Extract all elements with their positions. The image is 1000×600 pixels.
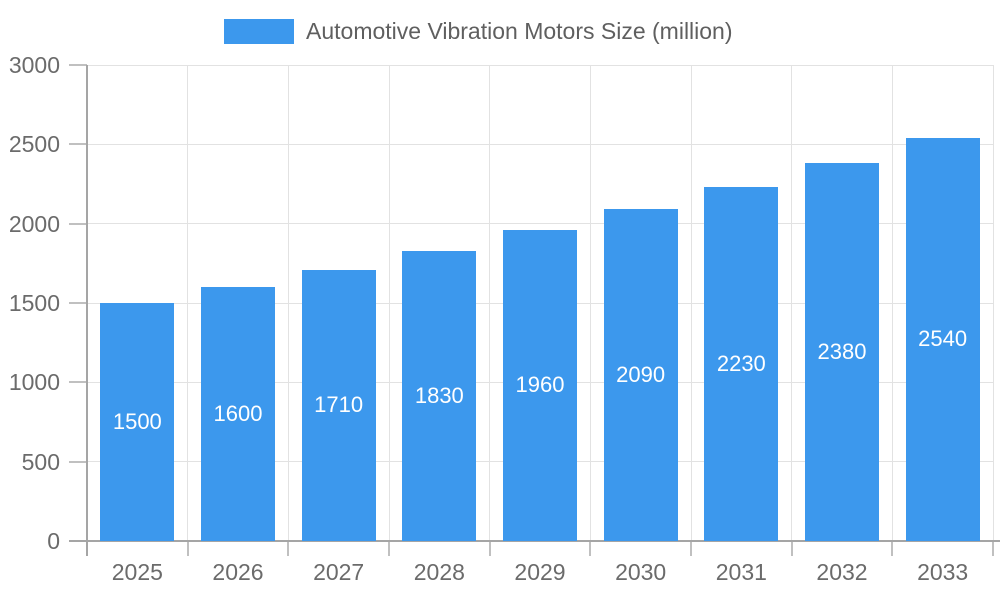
x-axis-tick bbox=[891, 541, 894, 556]
x-axis-tick bbox=[287, 541, 290, 556]
x-axis-label-2030: 2030 bbox=[615, 559, 667, 585]
gridline-vertical bbox=[187, 65, 189, 541]
y-axis-label: 2000 bbox=[8, 210, 60, 237]
bar-value-label: 2230 bbox=[716, 351, 766, 377]
y-axis-tick bbox=[69, 143, 87, 146]
bar-2028[interactable]: 1830 bbox=[402, 250, 477, 541]
bar-value-label: 2540 bbox=[918, 326, 968, 352]
gridline-vertical bbox=[891, 65, 893, 541]
bar-value-label: 2090 bbox=[616, 362, 666, 388]
bar-value-label: 2380 bbox=[817, 339, 867, 365]
gridline-vertical bbox=[992, 65, 994, 541]
x-axis-tick bbox=[589, 541, 592, 556]
bar-2025[interactable]: 1500 bbox=[100, 303, 175, 541]
x-axis-tick bbox=[388, 541, 390, 556]
y-axis-tick bbox=[69, 302, 87, 304]
bar-2026[interactable]: 1600 bbox=[201, 287, 275, 541]
x-axis-tick bbox=[186, 541, 189, 556]
y-axis-label: 3000 bbox=[8, 52, 60, 78]
bar-value-label: 1600 bbox=[213, 401, 263, 427]
x-axis-line bbox=[69, 540, 1000, 542]
gridline-horizontal bbox=[87, 64, 993, 66]
bar-2027[interactable]: 1710 bbox=[301, 269, 376, 541]
x-axis-label-2028: 2028 bbox=[413, 559, 465, 585]
x-axis-label-2033: 2033 bbox=[917, 559, 969, 585]
bar-2031[interactable]: 2230 bbox=[704, 187, 779, 541]
x-axis-label-2029: 2029 bbox=[514, 559, 566, 585]
gridline-vertical bbox=[489, 65, 491, 541]
y-axis-label: 1500 bbox=[8, 290, 60, 316]
legend[interactable]: Automotive Vibration Motors Size (millio… bbox=[224, 18, 733, 44]
y-axis-label: 0 bbox=[47, 528, 60, 554]
gridline-vertical bbox=[388, 65, 390, 541]
gridline-vertical bbox=[791, 65, 793, 541]
x-axis-label-2026: 2026 bbox=[212, 559, 264, 585]
x-axis-tick bbox=[488, 541, 491, 556]
bar-2029[interactable]: 1960 bbox=[503, 230, 577, 541]
gridline-vertical bbox=[287, 65, 289, 541]
bar-value-label: 1710 bbox=[314, 392, 364, 418]
gridline-horizontal bbox=[87, 143, 993, 145]
x-axis-label-2031: 2031 bbox=[715, 559, 767, 585]
x-axis-label-2032: 2032 bbox=[816, 559, 868, 585]
gridline-vertical bbox=[690, 65, 692, 541]
y-axis-label: 500 bbox=[21, 448, 60, 475]
legend-label: Automotive Vibration Motors Size (millio… bbox=[306, 18, 733, 44]
bar-2033[interactable]: 2540 bbox=[905, 137, 980, 541]
x-axis-tick bbox=[992, 541, 994, 556]
y-axis-label: 2500 bbox=[8, 131, 60, 158]
y-axis-line bbox=[86, 65, 88, 556]
bar-2032[interactable]: 2380 bbox=[805, 163, 879, 541]
gridline-vertical bbox=[589, 65, 591, 541]
y-axis-label: 1000 bbox=[8, 369, 60, 396]
x-axis-tick bbox=[690, 541, 692, 556]
y-axis-tick bbox=[69, 460, 87, 463]
y-axis-tick bbox=[69, 64, 87, 66]
x-axis-tick bbox=[790, 541, 793, 556]
bar-value-label: 1830 bbox=[414, 382, 464, 408]
gridline-horizontal bbox=[87, 223, 993, 225]
y-axis-tick bbox=[69, 381, 87, 384]
legend-swatch bbox=[224, 19, 294, 44]
y-axis-tick bbox=[69, 222, 87, 225]
bar-2030[interactable]: 2090 bbox=[603, 209, 678, 541]
bar-value-label: 1960 bbox=[515, 372, 565, 398]
x-axis-label-2025: 2025 bbox=[111, 559, 163, 585]
x-axis-label-2027: 2027 bbox=[313, 559, 365, 585]
bar-value-label: 1500 bbox=[112, 409, 162, 434]
